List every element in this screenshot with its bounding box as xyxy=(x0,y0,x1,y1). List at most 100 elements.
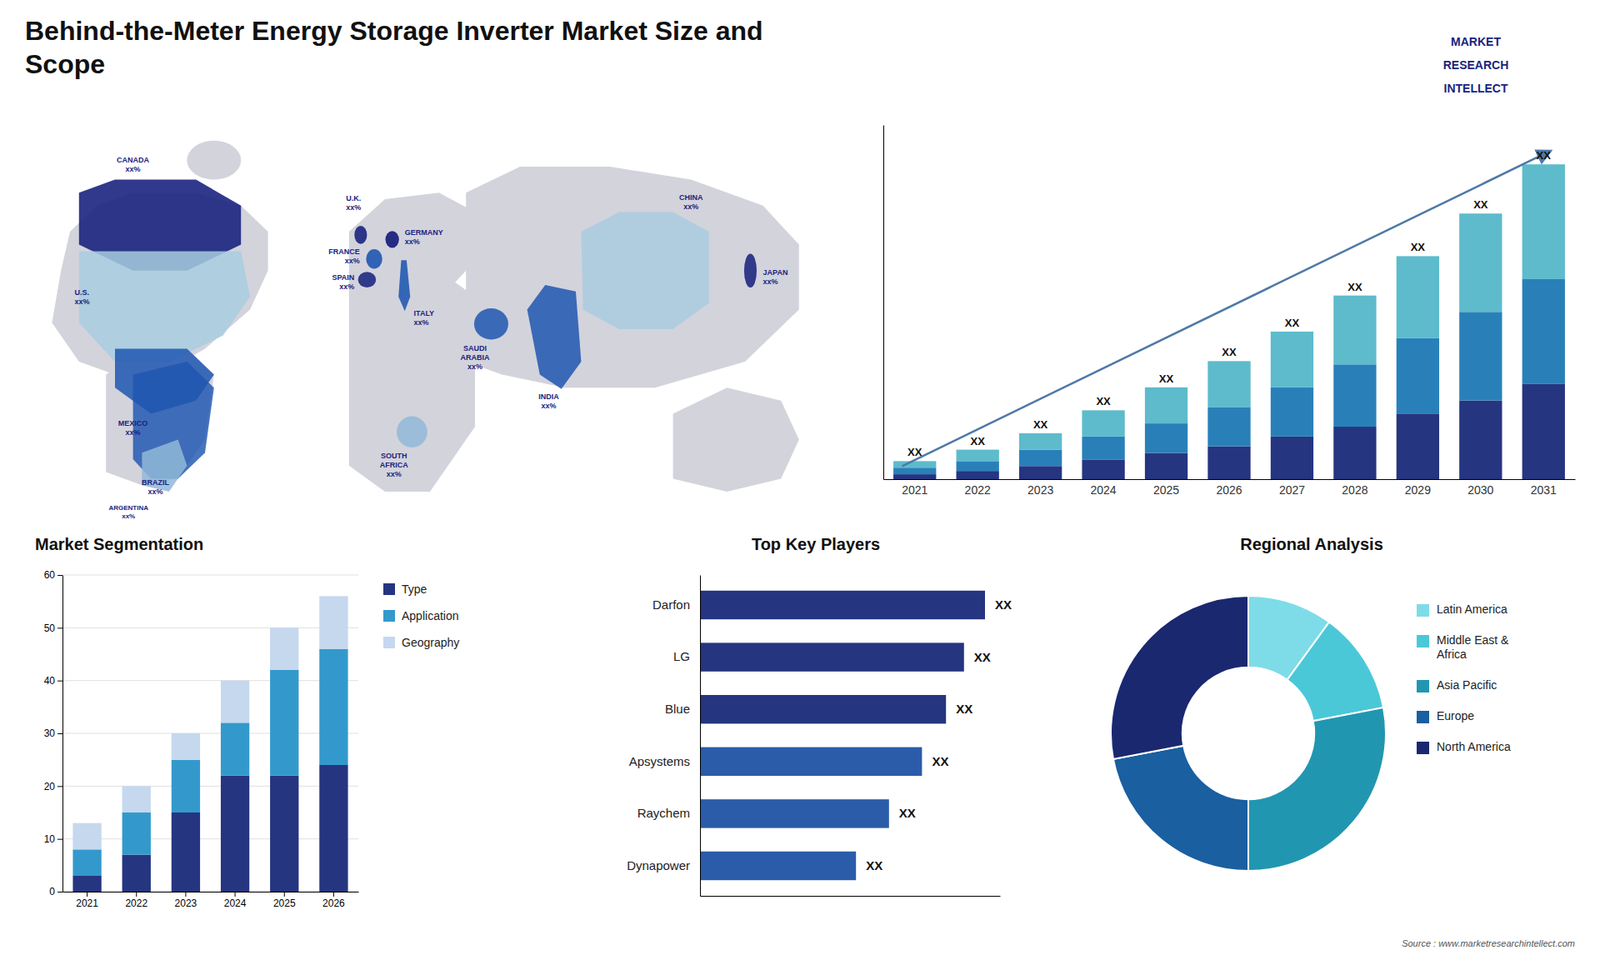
country-shape xyxy=(396,416,428,448)
tick: Apsystems xyxy=(629,754,700,769)
data-label: XX xyxy=(995,597,1012,612)
legend-label: Latin America xyxy=(1436,602,1508,616)
countries xyxy=(79,180,757,492)
tick-label: 2026 xyxy=(322,897,345,910)
tick-mark xyxy=(135,891,137,897)
tick-mark xyxy=(185,891,186,897)
tick: 2022 xyxy=(965,479,991,497)
tick-mark xyxy=(333,891,335,897)
tick: Raychem xyxy=(637,805,700,820)
legend-label: Geography xyxy=(401,635,460,650)
grid-line xyxy=(62,680,359,681)
country-label-line: INDIA xyxy=(538,392,560,401)
grid-line xyxy=(62,785,359,787)
legend-swatch xyxy=(1416,680,1430,693)
y-axis-line xyxy=(62,575,64,893)
tick-mark xyxy=(57,575,63,576)
country-shape xyxy=(358,271,377,288)
trend-arrow xyxy=(902,150,1550,466)
tick-label: 2022 xyxy=(125,897,148,910)
legend-swatch xyxy=(383,610,395,622)
x-axis-line xyxy=(63,891,360,893)
grid-line xyxy=(62,838,359,840)
country-label-line: MEXICO xyxy=(118,419,149,428)
legend-label: Asia Pacific xyxy=(1436,678,1497,692)
grid-line xyxy=(62,733,359,735)
country-label: ITALYxx% xyxy=(414,309,435,327)
tick: 2026 xyxy=(1215,479,1242,497)
country-shape xyxy=(474,308,509,340)
tick: 2024 xyxy=(224,891,247,910)
country-shape xyxy=(141,440,187,492)
bar xyxy=(1081,410,1125,436)
bar xyxy=(1270,387,1314,437)
tick: 0 xyxy=(49,885,63,898)
bars xyxy=(700,590,985,880)
bar xyxy=(700,799,890,828)
bar xyxy=(956,470,1000,480)
country-label-line: BRAZIL xyxy=(141,478,170,487)
tick: 2027 xyxy=(1279,479,1305,497)
tick: Blue xyxy=(665,701,700,716)
bar xyxy=(1522,279,1565,385)
country-label: SPAINxx% xyxy=(331,273,355,291)
background xyxy=(0,0,1600,955)
y-axis xyxy=(883,125,885,480)
tick: 2023 xyxy=(1027,479,1054,497)
grid-line xyxy=(62,575,359,576)
tick-label: Apsystems xyxy=(629,754,690,769)
tick-label: 2029 xyxy=(1405,483,1431,497)
country-label: BRAZILxx% xyxy=(141,478,170,496)
tick: Dynapower xyxy=(626,858,700,873)
tick-label: 2022 xyxy=(965,483,991,497)
bar xyxy=(1019,433,1062,450)
country-label-line: xx% xyxy=(405,237,420,246)
bar xyxy=(1522,164,1565,280)
bar xyxy=(220,775,250,892)
bar xyxy=(1019,465,1062,480)
series xyxy=(72,595,348,850)
x-axis xyxy=(700,895,1001,897)
tick-label: 2025 xyxy=(273,897,296,910)
bar xyxy=(1459,400,1502,480)
country-label: CHINAxx% xyxy=(679,193,704,211)
source: Source : www.marketresearchintellect.com xyxy=(1401,938,1575,949)
data-label: XX xyxy=(907,445,923,459)
bars xyxy=(893,164,1565,480)
tick: 60 xyxy=(44,569,63,581)
country-label-line: xx% xyxy=(74,297,90,306)
slice xyxy=(1287,622,1385,722)
country-label-line: xx% xyxy=(125,165,141,174)
bar xyxy=(319,765,348,892)
y-axis: 0102030405060 xyxy=(44,569,64,898)
tick-label: 2024 xyxy=(224,897,247,910)
tick-label: 2025 xyxy=(1153,483,1180,497)
country-label: MEXICOxx% xyxy=(118,419,149,437)
legend-label: Middle East &Africa xyxy=(1436,633,1510,661)
tick-label: Darfon xyxy=(652,597,690,612)
country-label: SAUDIARABIAxx% xyxy=(460,344,490,371)
bar xyxy=(1270,436,1314,480)
bar xyxy=(1207,446,1250,480)
bar xyxy=(956,450,1000,462)
legend-label: Europe xyxy=(1436,709,1475,723)
tick-label: 2031 xyxy=(1530,483,1557,497)
tick: 50 xyxy=(44,622,63,635)
tick: 2024 xyxy=(1090,479,1117,497)
legend-label-line: Latin America xyxy=(1436,602,1508,616)
bar xyxy=(1333,295,1376,365)
country-shape xyxy=(365,249,382,269)
data-label: XX xyxy=(1095,395,1111,408)
bar xyxy=(700,747,922,776)
data-label: XX xyxy=(1473,198,1489,211)
title: Behind-the-Meter Energy Storage Inverter… xyxy=(25,15,764,80)
figure: Behind-the-Meter Energy Storage Inverter… xyxy=(0,0,1600,955)
country-shape xyxy=(527,285,582,390)
bar xyxy=(1459,311,1502,400)
tick-label: 60 xyxy=(44,569,56,581)
legend-label: Type xyxy=(401,582,428,596)
tick: 2021 xyxy=(901,479,928,497)
grid-line xyxy=(62,627,359,629)
tick-label: 2023 xyxy=(175,897,198,910)
logo: MARKETRESEARCHINTELLECT xyxy=(1443,35,1510,95)
